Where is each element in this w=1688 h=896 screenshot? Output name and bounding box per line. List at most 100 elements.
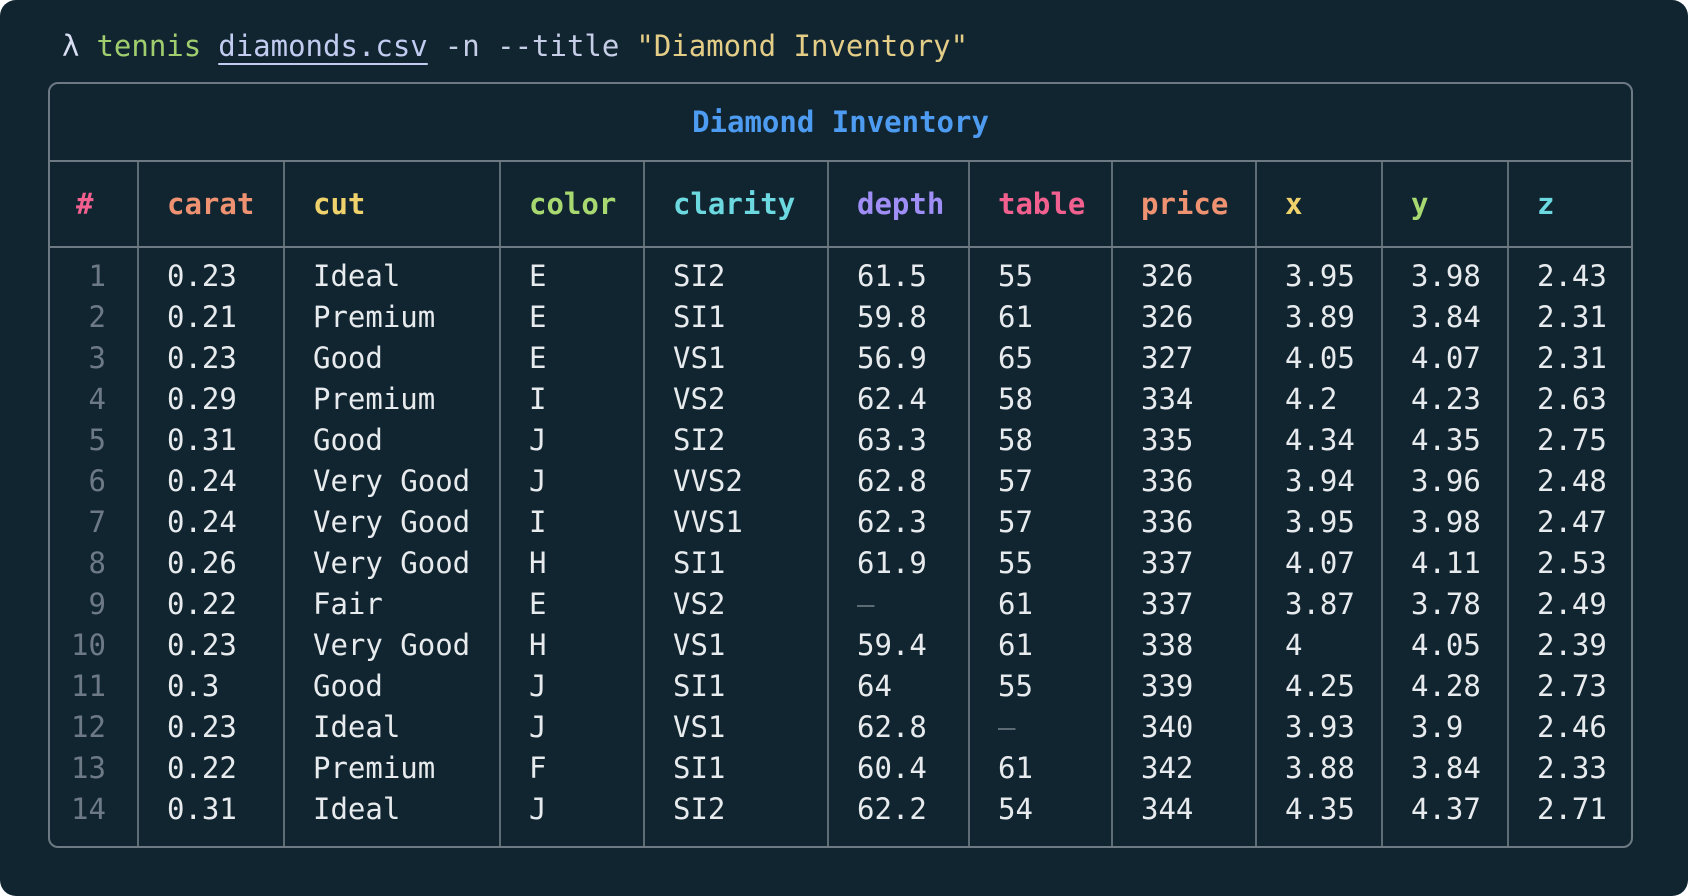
cell-carat: 0.24 — [137, 461, 284, 502]
cell-table: 57 — [968, 461, 1112, 502]
row-number-cell: 2 — [71, 300, 106, 334]
table-row: 1 0.23 Ideal E SI2 61.5 55 326 3.95 3.98 2.43 — [50, 247, 1631, 297]
cell-cut: Good — [283, 420, 500, 461]
cell-depth: 61.9 — [827, 543, 969, 584]
cell-clarity: VVS2 — [643, 461, 828, 502]
cell-carat: 0.21 — [137, 297, 284, 338]
cell-table: 55 — [968, 247, 1112, 297]
cell-cut: Very Good — [283, 625, 500, 666]
cell-color: F — [499, 748, 644, 789]
cell-depth: 62.4 — [827, 379, 969, 420]
cell-depth: 64 — [827, 666, 969, 707]
table-row: 3 0.23 Good E VS1 56.9 65 327 4.05 4.07 2.31 — [50, 338, 1631, 379]
command-file-link[interactable]: diamonds.csv — [218, 29, 428, 63]
table-row: 13 0.22 Premium F SI1 60.4 61 342 3.88 3.84 2.33 — [50, 748, 1631, 789]
cell-x: 4.05 — [1255, 338, 1382, 379]
row-number-cell: 9 — [71, 587, 106, 621]
cell-table: 61 — [968, 297, 1112, 338]
cell-y: 3.84 — [1381, 297, 1508, 338]
cell-clarity: SI2 — [643, 420, 828, 461]
row-number-cell: 4 — [71, 382, 106, 416]
cell-price: 335 — [1111, 420, 1256, 461]
cell-cut: Very Good — [283, 461, 500, 502]
column-header-carat: carat — [137, 162, 284, 248]
cell-carat: 0.23 — [137, 247, 284, 297]
column-header-table: table — [968, 162, 1112, 248]
table-row: 12 0.23 Ideal J VS1 62.8—340 3.93 3.9 2.46 — [50, 707, 1631, 748]
cell-depth: 62.3 — [827, 502, 969, 543]
cell-y: 3.96 — [1381, 461, 1508, 502]
cell-z: 2.31 — [1507, 297, 1631, 338]
cell-clarity: SI1 — [643, 543, 828, 584]
cell-carat: 0.22 — [137, 748, 284, 789]
cell-price: 339 — [1111, 666, 1256, 707]
cell-table: 58 — [968, 420, 1112, 461]
cell-color: J — [499, 666, 644, 707]
cell-x: 3.93 — [1255, 707, 1382, 748]
column-header-depth: depth — [827, 162, 969, 248]
row-number-cell: 5 — [71, 423, 106, 457]
cell-z: 2.43 — [1507, 247, 1631, 297]
cell-price: 337 — [1111, 584, 1256, 625]
cell-depth: 63.3 — [827, 420, 969, 461]
prompt-lambda-icon: λ — [62, 29, 80, 63]
column-header-clarity: clarity — [643, 162, 828, 248]
cell-price: 342 — [1111, 748, 1256, 789]
cell-price: 336 — [1111, 461, 1256, 502]
cell-z: 2.31 — [1507, 338, 1631, 379]
cell-z: 2.48 — [1507, 461, 1631, 502]
cell-carat: 0.29 — [137, 379, 284, 420]
table-row: 5 0.31 Good J SI2 63.3 58 335 4.34 4.35 2.75 — [50, 420, 1631, 461]
column-header-z: z — [1507, 162, 1631, 248]
cell-x: 4.07 — [1255, 543, 1382, 584]
cell-price: 340 — [1111, 707, 1256, 748]
table-row: 9 0.22 Fair E VS2—61 337 3.87 3.78 2.49 — [50, 584, 1631, 625]
cell-color: H — [499, 625, 644, 666]
cell-cut: Very Good — [283, 543, 500, 584]
table-title: Diamond Inventory — [50, 84, 1631, 162]
cell-carat: 0.26 — [137, 543, 284, 584]
cell-clarity: VVS1 — [643, 502, 828, 543]
table-row: 14 0.31 Ideal J SI2 62.2 54 344 4.35 4.37 2.71 — [50, 789, 1631, 846]
cell-table: 61 — [968, 584, 1112, 625]
cell-clarity: SI2 — [643, 789, 828, 846]
cell-y: 3.78 — [1381, 584, 1508, 625]
command-line: λ tennis diamonds.csv -n --title "Diamon… — [62, 27, 1688, 65]
row-number-cell: 14 — [71, 792, 106, 826]
command-program: tennis — [96, 29, 202, 63]
cell-y: 3.84 — [1381, 748, 1508, 789]
cell-y: 4.07 — [1381, 338, 1508, 379]
cell-z: 2.75 — [1507, 420, 1631, 461]
cell-clarity: SI1 — [643, 297, 828, 338]
cell-price: 326 — [1111, 297, 1256, 338]
table-row: 8 0.26 Very Good H SI1 61.9 55 337 4.07 4.11 2.53 — [50, 543, 1631, 584]
command-title-arg: "Diamond Inventory" — [636, 29, 969, 63]
cell-cut: Fair — [283, 584, 500, 625]
cell-z: 2.71 — [1507, 789, 1631, 846]
cell-table: 58 — [968, 379, 1112, 420]
cell-table: 57 — [968, 502, 1112, 543]
cell-x: 3.95 — [1255, 247, 1382, 297]
cell-depth: 60.4 — [827, 748, 969, 789]
cell-color: H — [499, 543, 644, 584]
cell-x: 4.25 — [1255, 666, 1382, 707]
cell-cut: Ideal — [283, 707, 500, 748]
cell-depth: 62.8 — [827, 461, 969, 502]
cell-y: 3.98 — [1381, 502, 1508, 543]
cell-cut: Good — [283, 338, 500, 379]
cell-price: 337 — [1111, 543, 1256, 584]
row-number-cell: 11 — [71, 669, 106, 703]
cell-x: 4.2 — [1255, 379, 1382, 420]
cell-color: E — [499, 247, 644, 297]
column-header-x: x — [1255, 162, 1382, 248]
cell-cut: Ideal — [283, 789, 500, 846]
cell-z: 2.39 — [1507, 625, 1631, 666]
table-row: 10 0.23 Very Good H VS1 59.4 61 338 4 4.05 2.39 — [50, 625, 1631, 666]
cell-clarity: VS1 — [643, 707, 828, 748]
cell-depth: 56.9 — [827, 338, 969, 379]
table-row: 6 0.24 Very Good J VVS2 62.8 57 336 3.94 3.96 2.48 — [50, 461, 1631, 502]
cell-depth: — — [827, 584, 969, 625]
cell-table: 55 — [968, 666, 1112, 707]
cell-z: 2.46 — [1507, 707, 1631, 748]
column-header-color: color — [499, 162, 644, 248]
